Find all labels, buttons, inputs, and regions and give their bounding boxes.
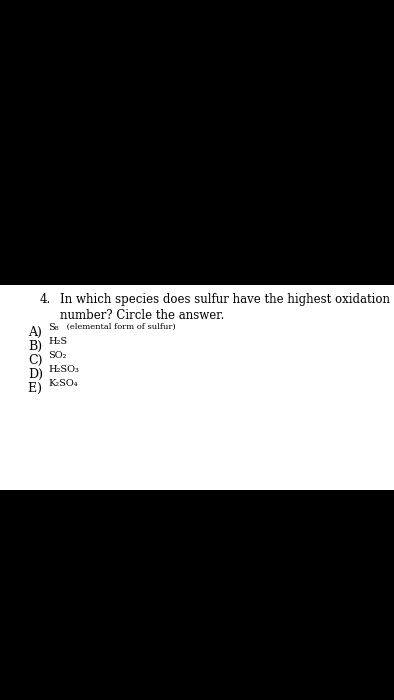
Text: S₈: S₈ <box>48 323 59 332</box>
Text: A): A) <box>28 326 42 339</box>
Text: number? Circle the answer.: number? Circle the answer. <box>60 309 224 322</box>
Text: B): B) <box>28 340 42 353</box>
Text: H₂SO₃: H₂SO₃ <box>48 365 79 374</box>
Text: 4.: 4. <box>40 293 51 306</box>
Text: (elemental form of sulfur): (elemental form of sulfur) <box>64 323 176 331</box>
Text: SO₂: SO₂ <box>48 351 66 360</box>
Text: C): C) <box>28 354 43 367</box>
Text: In which species does sulfur have the highest oxidation: In which species does sulfur have the hi… <box>60 293 390 306</box>
Text: K₂SO₄: K₂SO₄ <box>48 379 78 388</box>
Text: D): D) <box>28 368 43 381</box>
Text: H₂S: H₂S <box>48 337 67 346</box>
Bar <box>0 285 394 490</box>
Text: E): E) <box>28 382 46 395</box>
